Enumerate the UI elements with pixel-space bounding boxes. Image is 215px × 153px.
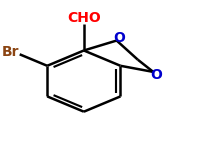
Text: CHO: CHO	[67, 11, 101, 25]
Text: O: O	[113, 31, 125, 45]
Text: O: O	[150, 68, 162, 82]
Text: Br: Br	[2, 45, 19, 59]
